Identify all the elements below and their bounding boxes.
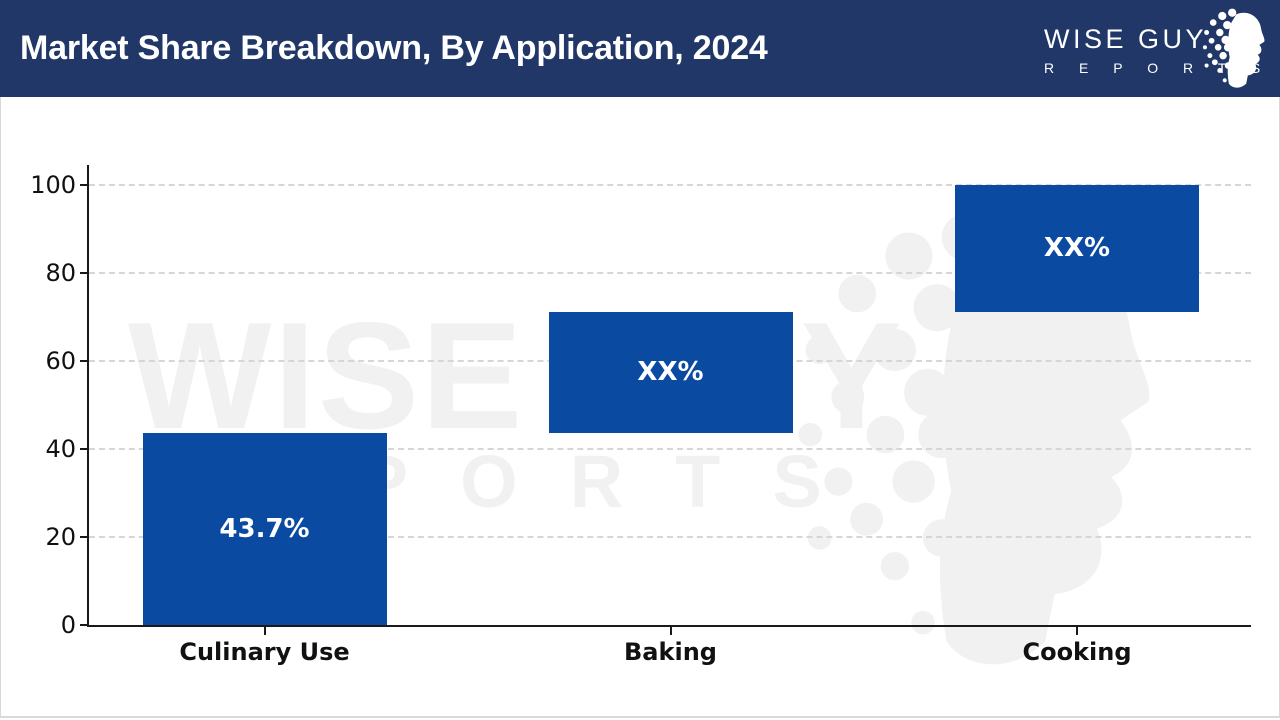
y-tick-label-20: 20 bbox=[45, 523, 76, 551]
bar-culinary-use: 43.7% bbox=[142, 432, 387, 625]
y-tick-mark-80 bbox=[80, 272, 89, 274]
x-tick-mark-2 bbox=[669, 627, 672, 635]
frame-line-left bbox=[0, 97, 1, 717]
x-category-label-3: Cooking bbox=[1022, 638, 1132, 666]
x-category-label-2: Baking bbox=[624, 638, 717, 666]
y-tick-mark-100 bbox=[80, 184, 89, 186]
y-tick-mark-40 bbox=[80, 448, 89, 450]
gridline-y20 bbox=[89, 536, 1251, 538]
y-tick-label-60: 60 bbox=[45, 347, 76, 375]
wiseguy-logo: WISE GUY R E P O R T S bbox=[1036, 0, 1268, 97]
y-axis-spine bbox=[87, 165, 89, 627]
bar-value-label: 43.7% bbox=[219, 513, 310, 544]
page-title: Market Share Breakdown, By Application, … bbox=[20, 29, 768, 67]
bar-value-label: XX% bbox=[1043, 233, 1111, 264]
bar-baking: XX% bbox=[548, 311, 793, 433]
bar-value-label: XX% bbox=[637, 357, 704, 388]
y-tick-mark-0 bbox=[80, 624, 89, 626]
x-tick-mark-1 bbox=[263, 627, 266, 635]
y-tick-label-0: 0 bbox=[60, 611, 76, 639]
logo-wordmark: WISE GUY bbox=[1044, 24, 1208, 54]
chart-area: WISE GUY REPORTS 0 20 40 60 80 100 43.7% XX% XX%… bbox=[0, 97, 1280, 720]
y-tick-label-80: 80 bbox=[45, 259, 76, 287]
header-bar: Market Share Breakdown, By Application, … bbox=[0, 0, 1280, 97]
bar-cooking: XX% bbox=[955, 185, 1199, 312]
gridline-y40 bbox=[89, 448, 1251, 450]
wiseguy-face-icon bbox=[1202, 8, 1265, 88]
y-tick-mark-20 bbox=[80, 536, 89, 538]
gridline-y100 bbox=[89, 184, 1251, 186]
x-category-label-1: Culinary Use bbox=[179, 638, 350, 666]
y-tick-label-40: 40 bbox=[45, 435, 76, 463]
y-tick-label-100: 100 bbox=[30, 171, 76, 199]
gridline-y80 bbox=[89, 272, 1251, 274]
frame-line-bottom bbox=[0, 716, 1280, 718]
x-axis-spine bbox=[87, 625, 1251, 627]
x-tick-mark-3 bbox=[1076, 627, 1078, 635]
y-tick-mark-60 bbox=[80, 360, 89, 362]
